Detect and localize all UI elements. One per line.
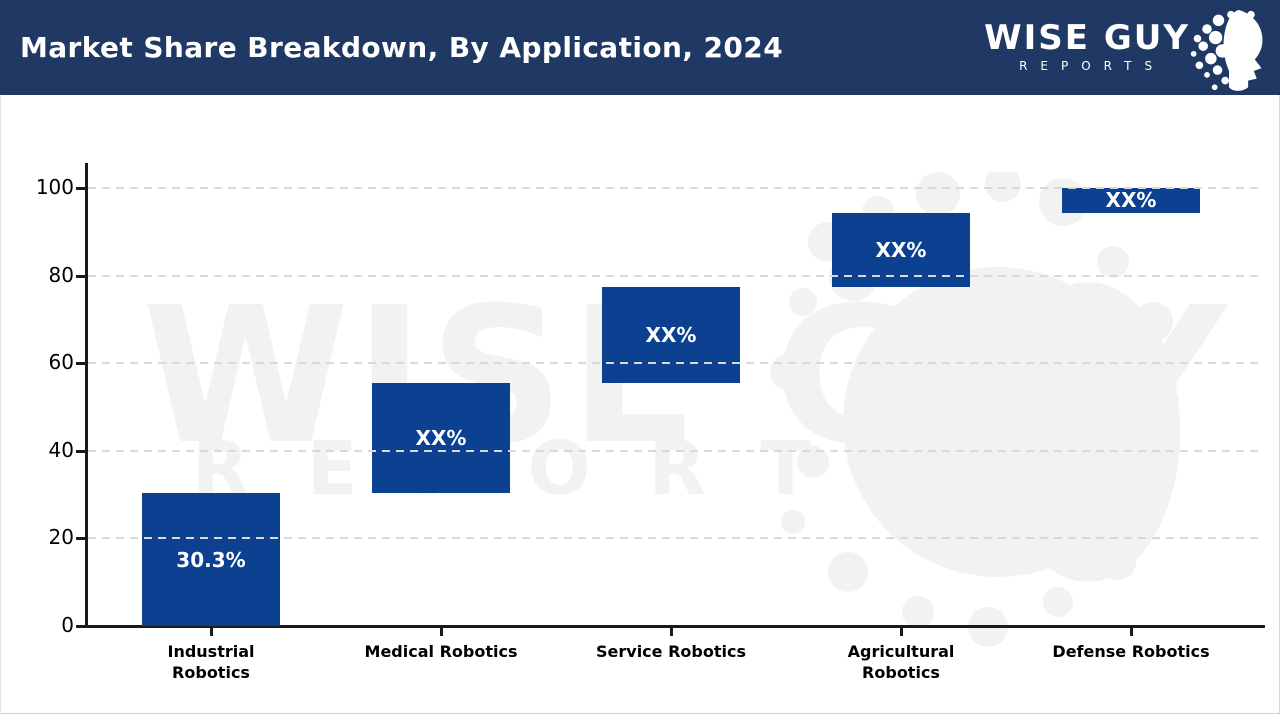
y-tick-mark xyxy=(76,362,85,366)
x-category-label-agricultural-robotics: Agricultural Robotics xyxy=(847,642,955,682)
y-tick-mark xyxy=(76,537,85,541)
bar-defense-robotics: XX% xyxy=(1062,188,1200,213)
y-tick-mark xyxy=(76,274,85,278)
x-tick-mark xyxy=(1130,628,1133,636)
y-tick-label: 80 xyxy=(48,262,74,287)
x-category-label-medical-robotics: Medical Robotics xyxy=(364,642,518,661)
gridline-80 xyxy=(88,274,1264,277)
logo-text: WISE GUY REPORTS xyxy=(984,18,1190,74)
x-category-label-industrial-robotics: Industrial Robotics xyxy=(167,642,255,682)
y-axis-line xyxy=(85,163,88,626)
gridline-60 xyxy=(88,362,1264,365)
x-category-label-service-robotics: Service Robotics xyxy=(596,642,746,661)
y-tick-label: 100 xyxy=(35,175,74,199)
chart-title: Market Share Breakdown, By Application, … xyxy=(20,31,784,64)
gridline-20 xyxy=(88,537,1264,540)
bar-value-label: XX% xyxy=(415,426,467,451)
bar-industrial-robotics: 30.3% xyxy=(142,493,280,626)
bar-service-robotics: XX% xyxy=(602,286,740,383)
x-category-label-defense-robotics: Defense Robotics xyxy=(1052,642,1210,661)
bar-agricultural-robotics: XX% xyxy=(832,212,970,287)
y-tick-label: 0 xyxy=(61,613,74,637)
y-tick-label: 40 xyxy=(48,437,74,462)
x-tick-mark xyxy=(900,628,903,636)
y-tick-label: 20 xyxy=(48,525,74,550)
y-tick-mark xyxy=(76,449,85,453)
y-tick-mark xyxy=(76,187,85,190)
bar-value-label: XX% xyxy=(645,322,697,347)
logo-wiseguy-text: WISE GUY xyxy=(984,18,1190,58)
bar-medical-robotics: XX% xyxy=(372,382,510,494)
header-bar: Market Share Breakdown, By Application, … xyxy=(0,0,1280,95)
y-tick-mark xyxy=(76,625,85,628)
bar-value-label: XX% xyxy=(1105,188,1157,213)
bar-value-label: XX% xyxy=(875,237,927,262)
x-tick-mark xyxy=(670,628,673,636)
logo-reports-text: REPORTS xyxy=(1019,59,1166,74)
gridline-40 xyxy=(88,449,1264,452)
y-tick-label: 60 xyxy=(48,350,74,375)
x-tick-mark xyxy=(210,628,213,636)
x-tick-mark xyxy=(440,628,443,636)
logo-head-icon xyxy=(1190,9,1263,91)
x-axis-line xyxy=(85,625,1265,628)
bar-value-label: 30.3% xyxy=(176,547,246,572)
gridline-100 xyxy=(88,187,1264,189)
wise-guy-reports-logo: WISE GUY REPORTS xyxy=(984,4,1272,92)
